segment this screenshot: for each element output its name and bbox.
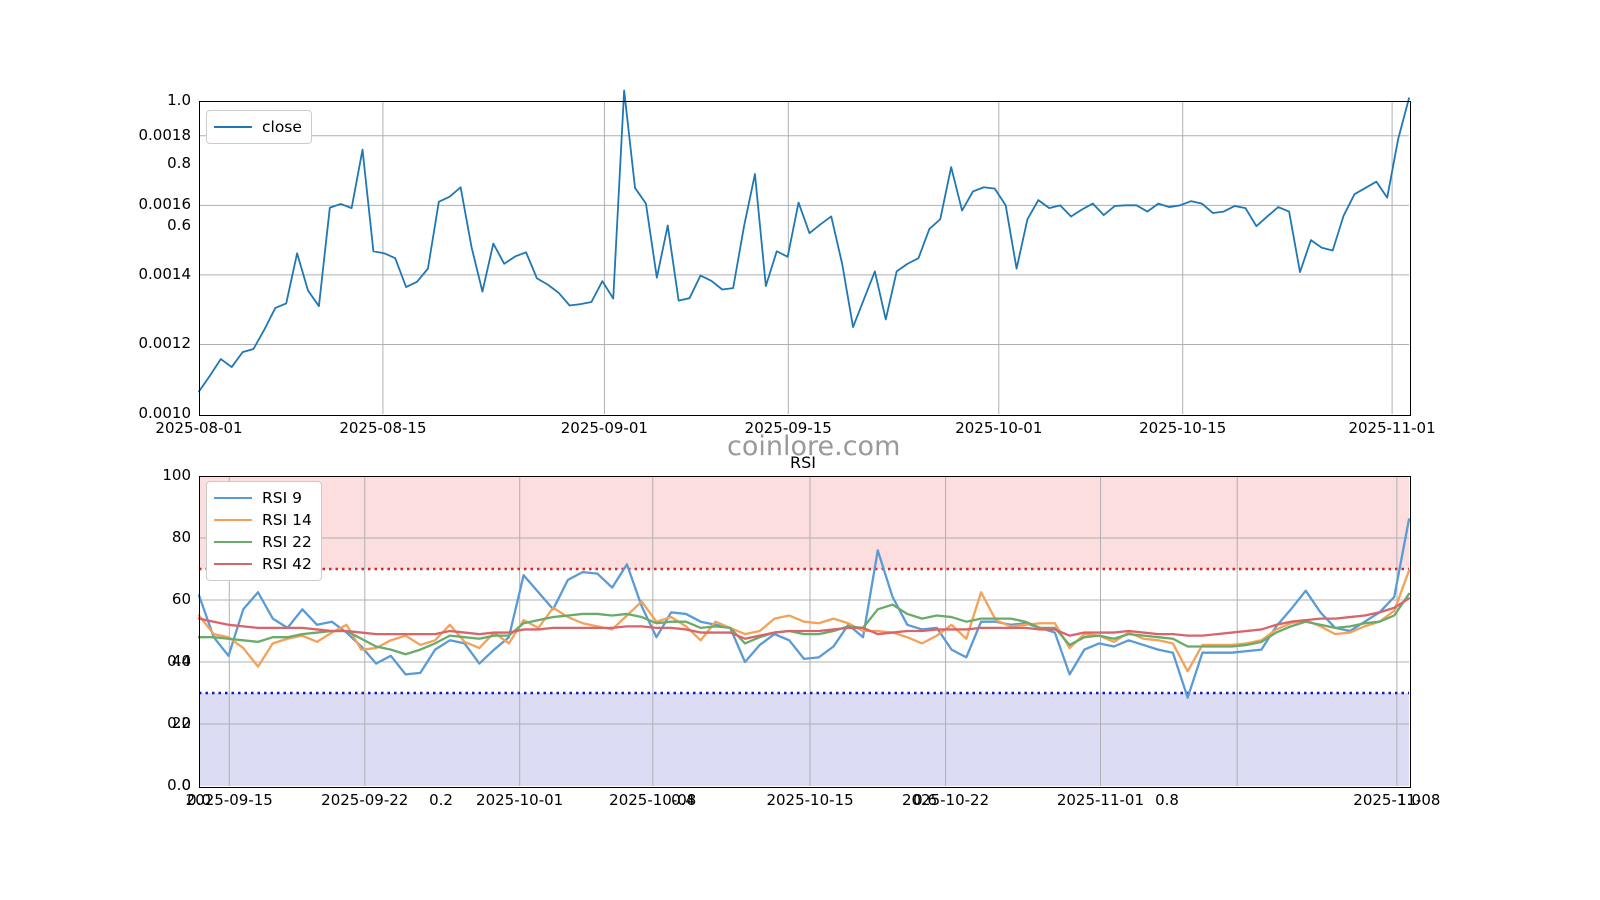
axis-tick-label: 0.0018 — [138, 125, 192, 144]
price-chart-panel — [198, 89, 1411, 416]
axis-tick-label: 2025-09-01 — [560, 419, 648, 437]
axis-tick-label: 0.8 — [1155, 791, 1179, 809]
axis-tick-label: 0.2 — [429, 791, 453, 809]
axis-tick-label: 20 — [171, 714, 191, 732]
rsi-chart-title: RSI — [790, 453, 816, 472]
axis-tick-label: 0.0012 — [138, 334, 192, 353]
axis-tick-label: 0.4 — [167, 652, 191, 670]
axis-tick-label: 0.0016 — [138, 195, 192, 214]
legend-entry: RSI 14 — [214, 509, 312, 531]
coinlore-watermark: coinlore.com — [727, 431, 901, 462]
rsi-chart-panel — [197, 476, 1411, 788]
rsi-threshold-band — [199, 693, 1409, 786]
axis-tick-label: 0.0010 — [138, 404, 192, 422]
axis-tick-label: 0 — [181, 776, 191, 794]
rsi-series-line — [197, 592, 1411, 656]
axis-tick-label: 40 — [171, 652, 191, 670]
axis-tick-label: 2025-09-22 — [321, 791, 409, 809]
legend-label: RSI 22 — [262, 533, 312, 551]
rsi-threshold-band — [199, 476, 1409, 569]
axis-tick-label: 1.0 — [167, 91, 191, 109]
legend-entry: RSI 22 — [214, 531, 312, 553]
axis-tick-label: 2025-08-15 — [339, 419, 427, 437]
legend-entry: RSI 9 — [214, 487, 312, 509]
axis-tick-label: 100 — [162, 466, 191, 484]
axis-tick-label: 2025-09-15 — [744, 419, 832, 437]
legend-color-swatch — [214, 126, 252, 128]
rsi-chart-legend: RSI 9 RSI 14 RSI 22 RSI 42 — [206, 481, 322, 581]
price-chart-plot — [198, 89, 1410, 414]
axis-tick-label: 0.8 — [167, 153, 191, 172]
axis-tick-label: 0.6 — [913, 791, 937, 809]
legend-label: RSI 14 — [262, 511, 312, 529]
axis-tick-label: 0.0014 — [138, 264, 192, 283]
axis-tick-label: 2025-10-08 — [609, 791, 697, 809]
axis-tick-label: 80 — [171, 528, 191, 546]
axis-tick-label: 2025-10-22 — [901, 791, 990, 809]
price-close-line — [198, 89, 1410, 393]
legend-label: RSI 9 — [262, 489, 302, 507]
rsi-chart-plot — [197, 476, 1411, 786]
axis-tick-label: 0.4 — [671, 791, 695, 809]
axis-tick-label: 0.0 — [187, 791, 211, 809]
legend-color-swatch — [214, 563, 252, 565]
axis-tick-label: 2025-10-01 — [476, 791, 564, 809]
axis-tick-label: 60 — [171, 590, 191, 608]
legend-entry: close — [214, 116, 302, 138]
axis-tick-label: 2025-08-01 — [155, 419, 243, 437]
axis-tick-label: 0.2 — [167, 714, 191, 732]
rsi-series-line — [197, 569, 1411, 673]
axis-tick-label: 0.0 — [167, 776, 191, 794]
rsi-series-line — [197, 518, 1411, 699]
axis-tick-label: 2025-09-15 — [185, 791, 273, 809]
axis-tick-label: 2025-11-01 — [1348, 419, 1436, 437]
legend-color-swatch — [214, 497, 252, 499]
legend-label: close — [262, 118, 302, 136]
legend-color-swatch — [214, 519, 252, 521]
price-chart-legend: close — [206, 110, 312, 144]
legend-color-swatch — [214, 541, 252, 543]
axis-tick-label: 2025-10-15 — [1139, 419, 1227, 437]
axis-tick-label: 1.0 — [1397, 791, 1421, 809]
legend-entry: RSI 42 — [214, 553, 312, 575]
axis-tick-label: 2025-10-01 — [955, 419, 1043, 437]
axis-tick-label: 2025-11-08 — [1353, 791, 1441, 809]
axis-tick-label: 0.6 — [167, 216, 191, 235]
axis-tick-label: 2025-11-01 — [1056, 791, 1145, 809]
legend-label: RSI 42 — [262, 555, 312, 573]
rsi-series-line — [197, 597, 1411, 640]
axis-tick-label: 2025-10-15 — [766, 791, 854, 809]
